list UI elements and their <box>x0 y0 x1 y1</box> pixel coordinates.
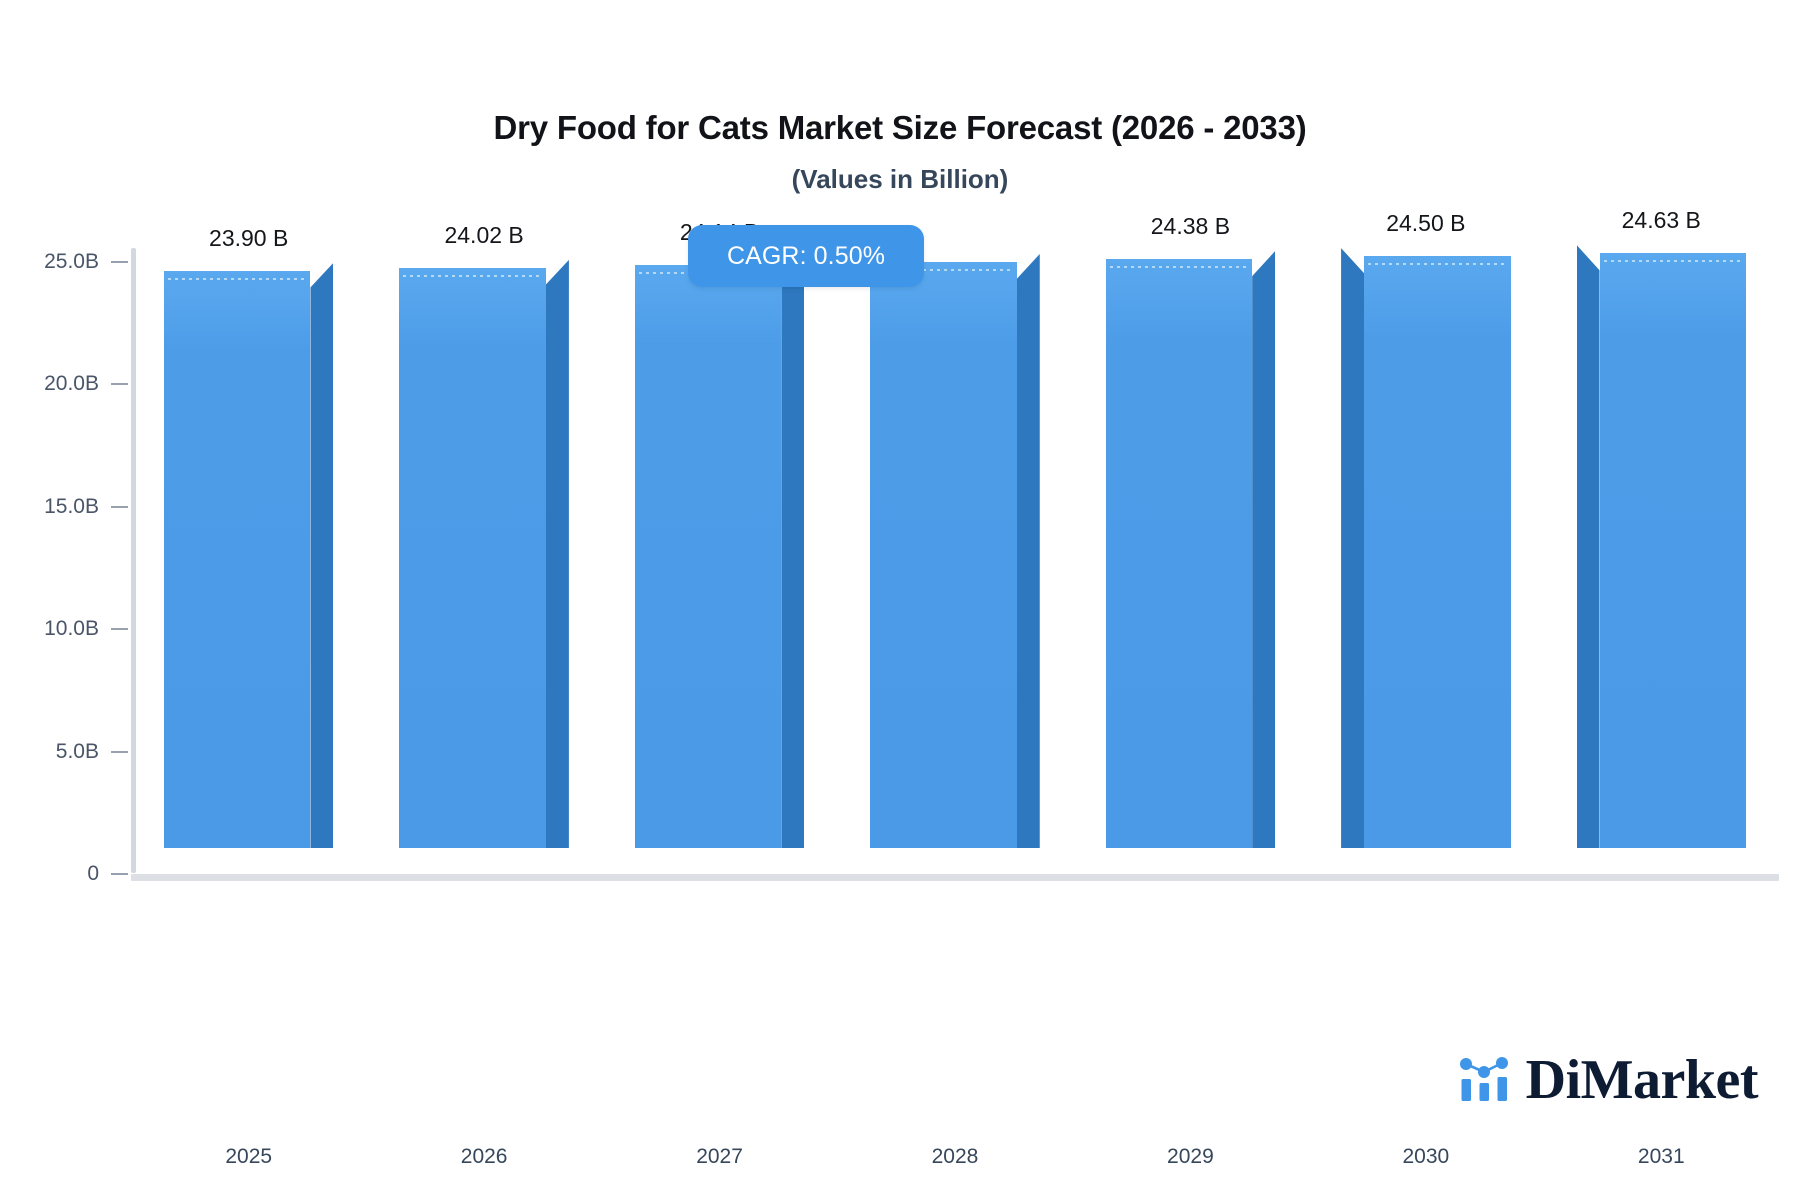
bars-group: 23.90 B 24.02 B 24.14 B 24.38 B 24.50 B 24.63… <box>131 207 1779 874</box>
y-axis-spine <box>131 248 136 873</box>
y-axis-tick-label: 10.0B <box>44 617 99 641</box>
bar-front-face <box>399 267 546 848</box>
bar-slot: 24.38 B <box>1073 213 1308 874</box>
bar-chart-dots-icon <box>1458 1053 1510 1108</box>
y-axis-tick: 20.0B <box>44 372 128 396</box>
x-axis-tick-label: 2025 <box>225 1145 273 1168</box>
bar-slot: 24.02 B <box>366 222 601 874</box>
bar-front-face <box>634 264 782 848</box>
y-axis-tick: 15.0B <box>44 495 128 519</box>
x-axis-tick-label: 2026 <box>460 1145 508 1168</box>
bar-side-face <box>1016 253 1040 848</box>
bar-value-label: 23.90 B <box>209 224 289 251</box>
chart-header: Dry Food for Cats Market Size Forecast (… <box>0 108 1800 195</box>
bar-front-face <box>163 270 311 848</box>
bar-2028[interactable] <box>870 253 1040 848</box>
logo-wordmark: DiMarket <box>1525 1049 1759 1111</box>
bar-side-face <box>1252 251 1276 848</box>
y-axis-tick-mark <box>111 750 128 753</box>
bar-2026[interactable] <box>399 259 569 848</box>
y-axis-tick-mark <box>111 873 128 875</box>
y-axis-tick-mark <box>111 260 128 263</box>
x-axis-tick-label: 2029 <box>1167 1145 1214 1168</box>
x-axis-tick-label: 2027 <box>696 1145 743 1168</box>
bar-front-face <box>870 261 1017 848</box>
chart-title: Dry Food for Cats Market Size Forecast (… <box>493 109 1307 146</box>
x-axis-tick-label: 2030 <box>1402 1145 1450 1168</box>
bar-side-face <box>1576 244 1600 848</box>
y-axis-tick-mark <box>111 505 128 508</box>
x-axis-baseline <box>131 874 1779 881</box>
x-axis: 2025 2026 2027 2028 2029 2030 2031 <box>131 1145 1779 1179</box>
y-axis-tick: 25.0B <box>44 250 128 274</box>
y-axis-tick-label: 0 <box>87 862 99 885</box>
bar-slot <box>837 230 1072 874</box>
x-axis-tick-label: 2028 <box>931 1145 979 1168</box>
bar-2025[interactable] <box>163 262 334 848</box>
bar-2027[interactable] <box>634 256 805 848</box>
bar-value-label: 24.50 B <box>1386 210 1466 237</box>
bar-slot: 24.63 B <box>1544 207 1779 874</box>
y-axis-tick-mark <box>111 383 128 386</box>
bar-side-face <box>1341 248 1365 848</box>
y-axis-tick-label: 5.0B <box>55 739 99 763</box>
bar-value-label: 24.63 B <box>1621 206 1701 233</box>
chart-subtitle: (Values in Billion) <box>791 163 1009 194</box>
bar-value-label: 24.38 B <box>1150 213 1231 240</box>
dimarket-logo: DiMarket <box>1458 1049 1759 1111</box>
bar-value-label: 24.02 B <box>444 221 524 248</box>
plot-area: 25.0B 20.0B 15.0B 10.0B 5.0B 0 23.90 B 24.02 B… <box>0 207 1800 1168</box>
x-axis-tick-label: 2031 <box>1637 1145 1685 1168</box>
y-axis-tick-label: 20.0B <box>44 372 99 396</box>
y-axis-tick: 5.0B <box>56 740 128 764</box>
y-axis: 25.0B 20.0B 15.0B 10.0B 5.0B 0 <box>0 230 128 900</box>
y-axis-tick: 10.0B <box>44 617 128 641</box>
bar-2029[interactable] <box>1105 251 1276 848</box>
bar-slot: 23.90 B <box>131 225 366 874</box>
bar-front-face <box>1599 252 1747 848</box>
bar-front-face <box>1105 259 1253 848</box>
y-axis-tick-label: 15.0B <box>44 494 99 518</box>
y-axis-tick: 0 <box>87 862 128 886</box>
y-axis-tick-label: 25.0B <box>44 249 99 273</box>
bar-front-face <box>1364 256 1511 848</box>
bar-side-face <box>545 259 569 848</box>
bar-slot: 24.50 B <box>1308 210 1543 874</box>
cagr-badge[interactable]: CAGR: 0.50% <box>688 225 924 287</box>
bar-2030[interactable] <box>1341 248 1511 848</box>
bar-slot: 24.14 B <box>602 219 837 874</box>
bar-side-face <box>310 262 334 848</box>
y-axis-tick-mark <box>111 628 128 631</box>
bar-2031[interactable] <box>1576 244 1747 848</box>
cagr-badge-label: CAGR: 0.50% <box>726 241 886 270</box>
bar-side-face <box>781 256 805 848</box>
